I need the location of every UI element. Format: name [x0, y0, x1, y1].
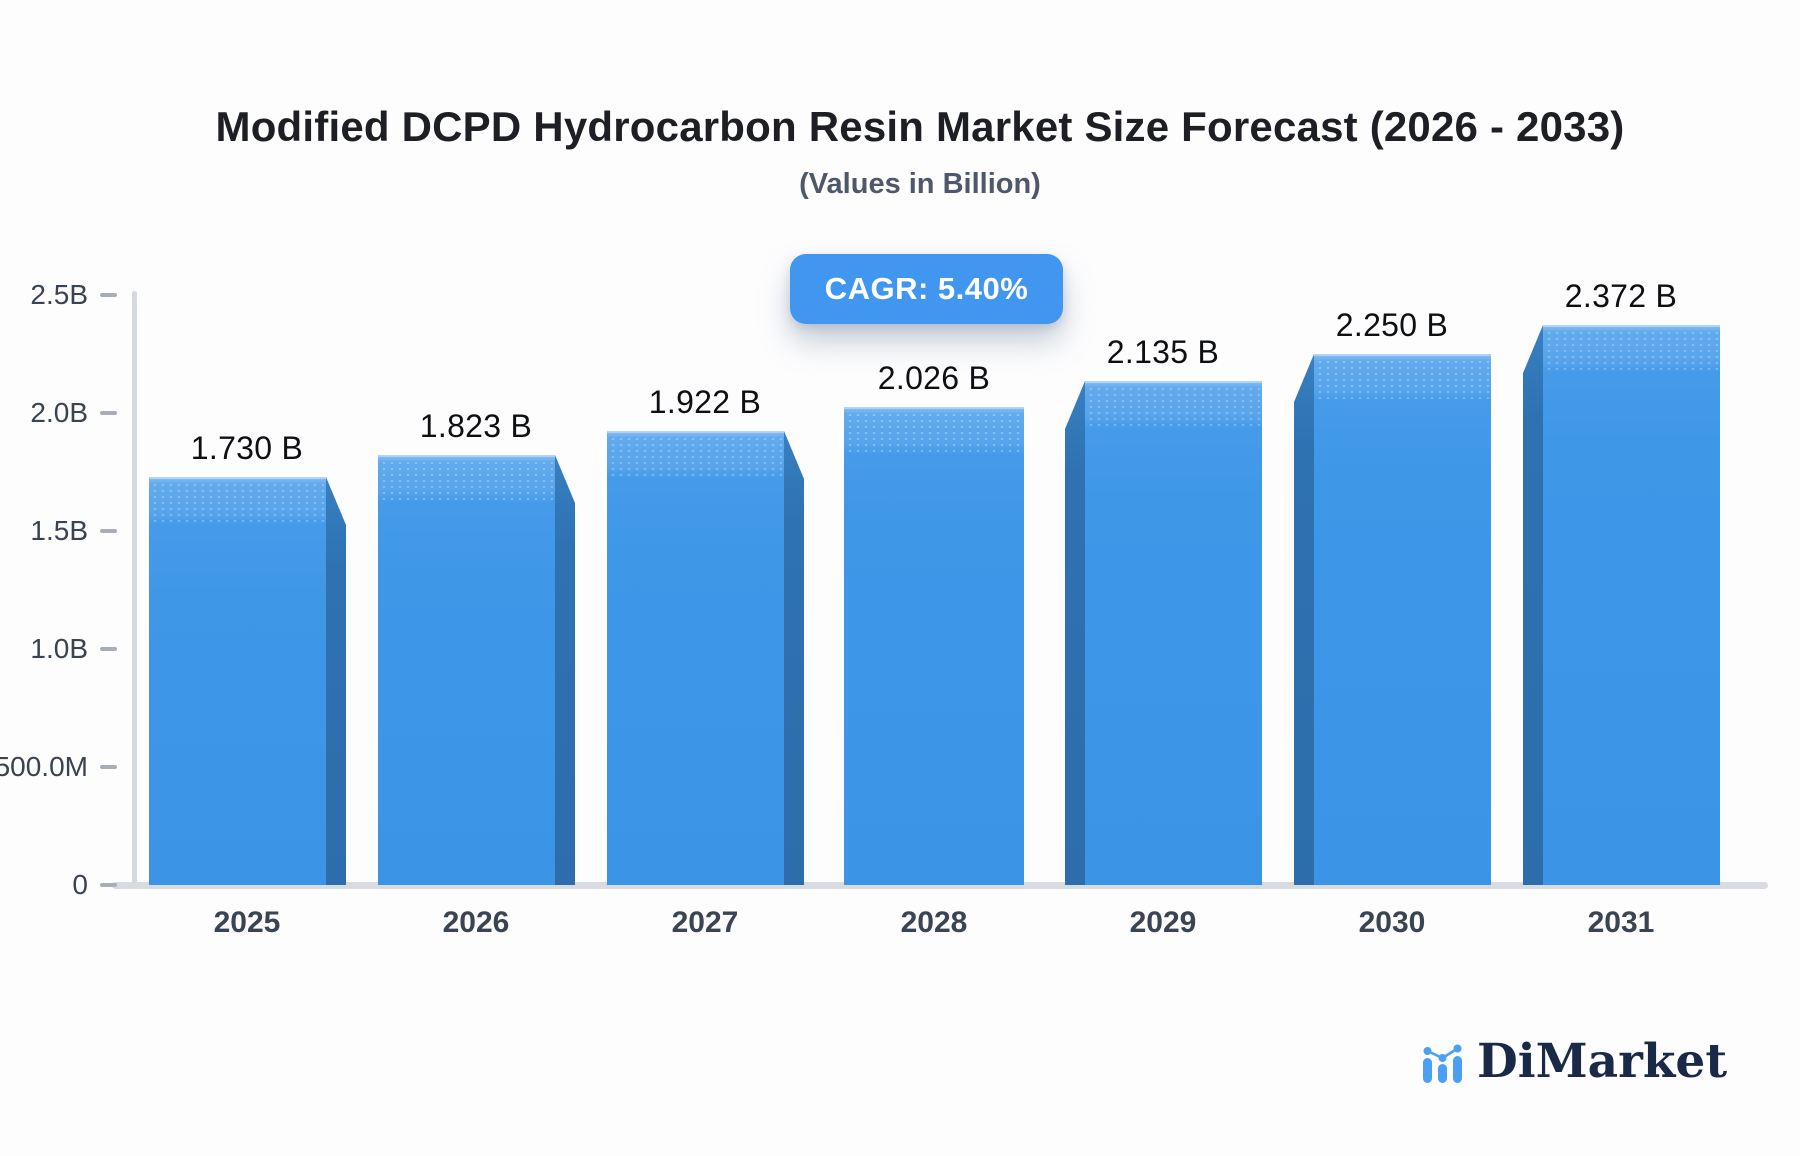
bar-face	[378, 455, 555, 885]
cagr-badge-label: CAGR: 5.40%	[824, 271, 1029, 306]
bar-group-2029	[1065, 381, 1262, 885]
bar-face	[1085, 381, 1262, 885]
y-tick-dash	[100, 411, 117, 415]
bar-group-2027	[607, 431, 804, 885]
y-tick-label: 1.5B	[30, 515, 88, 546]
bar-group-2030	[1294, 354, 1491, 885]
bar-face	[149, 477, 326, 885]
x-axis-label: 2028	[900, 906, 968, 939]
cagr-badge: CAGR: 5.40%	[790, 254, 1063, 324]
bar-side-face	[326, 477, 346, 885]
y-tick-label: 0	[72, 869, 88, 900]
x-axis-label: 2025	[213, 906, 281, 939]
y-tick-label: 2.0B	[30, 397, 88, 428]
y-tick-label: 500.0M	[0, 751, 88, 782]
bar-group-2025	[149, 477, 346, 885]
bar-value-label: 1.823 B	[419, 408, 533, 444]
bar-value-label: 2.372 B	[1564, 278, 1678, 314]
y-tick-dash	[100, 293, 117, 297]
x-axis-label: 2029	[1129, 906, 1197, 939]
x-axis-baseline	[112, 882, 1768, 889]
y-tick-dash	[100, 647, 117, 651]
dimarket-chart-logo-icon	[1423, 1044, 1462, 1083]
bar-value-label: 1.922 B	[648, 384, 762, 420]
y-tick-dash	[100, 765, 117, 769]
x-axis-label: 2031	[1587, 906, 1655, 939]
y-axis-line	[132, 291, 137, 885]
bar-side-face	[1523, 325, 1543, 885]
y-tick-label: 2.5B	[30, 279, 88, 310]
dimarket-logo: DiMarket	[1422, 1038, 1727, 1085]
bar-side-face	[1065, 381, 1085, 885]
chart-subtitle: (Values in Billion)	[799, 168, 1041, 200]
bar-face	[1314, 354, 1491, 885]
dimarket-logo-text: DiMarket	[1477, 1034, 1728, 1089]
bar-value-label: 2.026 B	[877, 360, 991, 396]
bar-face	[607, 431, 784, 885]
y-tick-dash	[100, 529, 117, 533]
y-tick-label: 1.0B	[30, 633, 88, 664]
bar-group-2031	[1523, 325, 1720, 885]
bar-face	[1543, 325, 1720, 885]
y-tick-dash	[100, 883, 117, 887]
bar-group-2028	[844, 407, 1024, 885]
bar-side-face	[784, 431, 804, 885]
x-axis-label: 2027	[671, 906, 739, 939]
bar-value-label: 2.135 B	[1106, 334, 1220, 370]
bar-value-label: 1.730 B	[190, 430, 304, 466]
bar-value-label: 2.250 B	[1335, 307, 1449, 343]
bar-side-face	[555, 455, 575, 885]
x-axis-label: 2030	[1358, 906, 1426, 939]
chart-title: Modified DCPD Hydrocarbon Resin Market S…	[215, 103, 1625, 150]
bar-group-2026	[378, 455, 575, 885]
bar-side-face	[1294, 354, 1314, 885]
bar-face	[844, 407, 1024, 885]
x-axis-label: 2026	[442, 906, 510, 939]
